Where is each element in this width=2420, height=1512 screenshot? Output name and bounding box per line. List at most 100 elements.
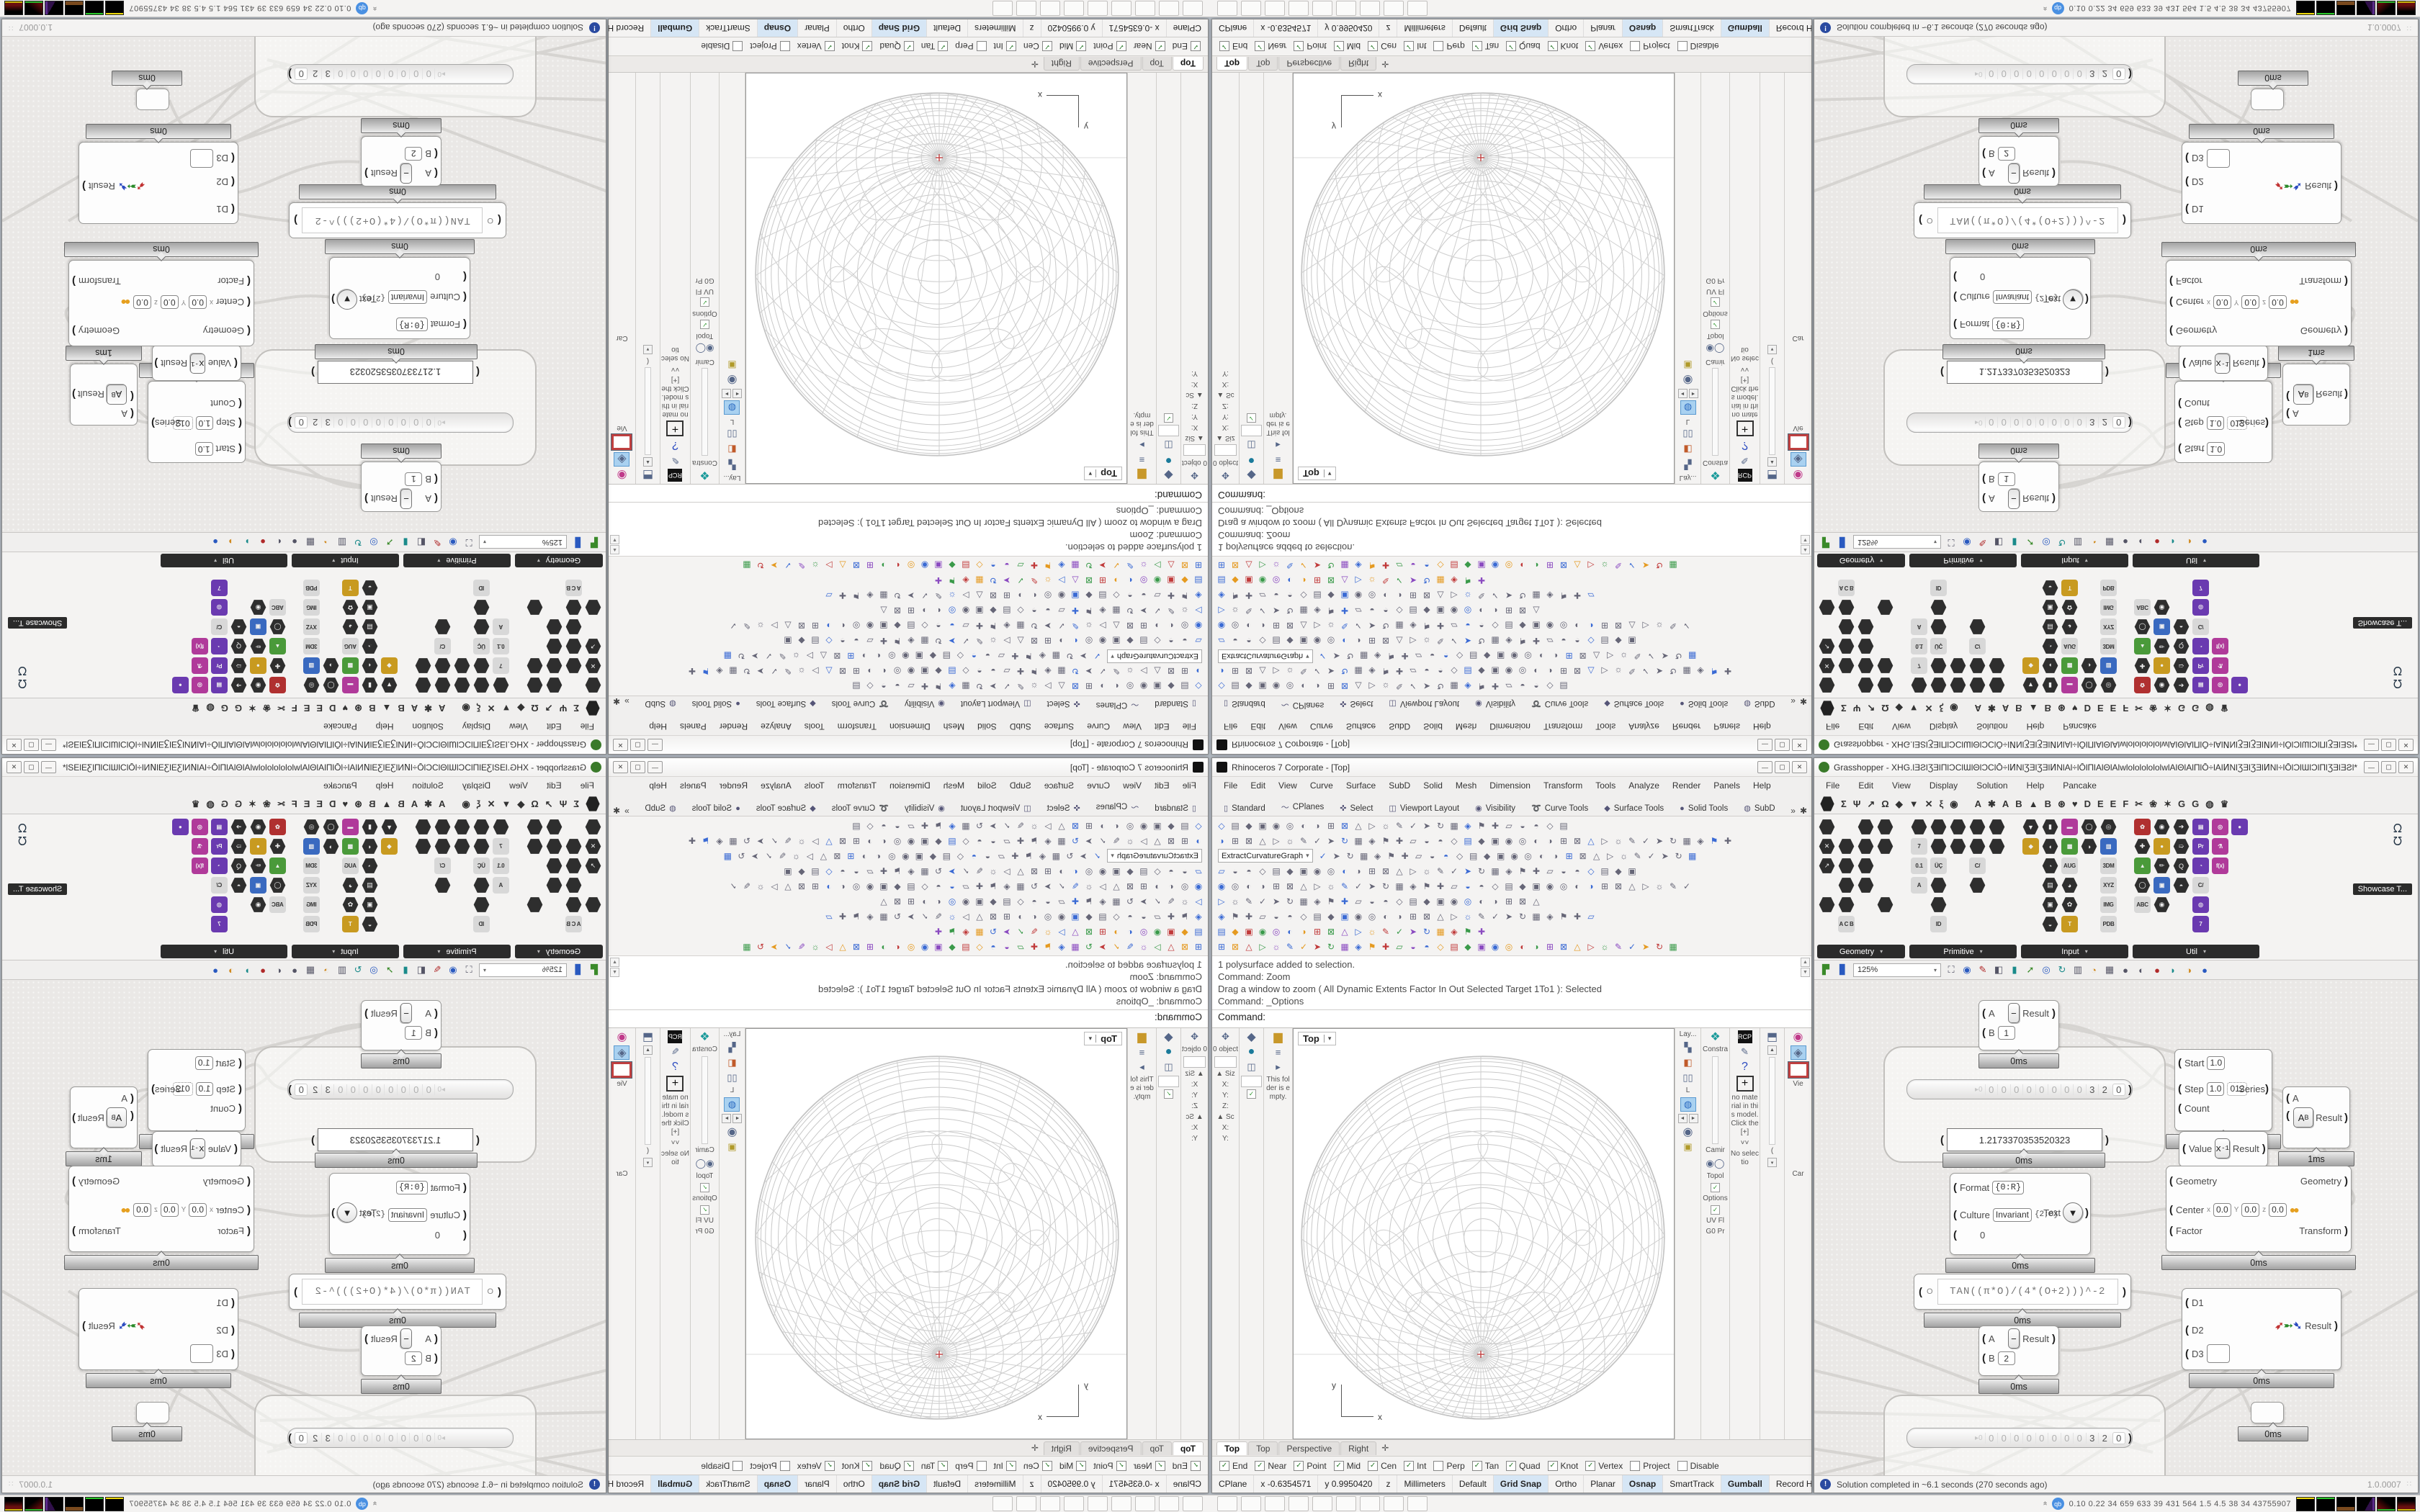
toolbar-icon[interactable]: ◐ <box>881 835 887 846</box>
toolbar-icon[interactable]: ▣ <box>1299 636 1308 647</box>
toolbar-icon[interactable]: ◓ <box>1574 636 1580 647</box>
toolbar-icon[interactable]: ☼ <box>1030 820 1039 831</box>
osnap-toggle[interactable]: ✓ End <box>1219 41 1247 52</box>
toolbar-icon[interactable]: ✓ <box>1313 666 1322 677</box>
command-history[interactable]: 1 polysurface added to selection. Command… <box>1212 502 1811 556</box>
toolbar-icon[interactable]: ◆ <box>1478 835 1485 846</box>
toolbar-icon[interactable]: ▱ <box>1218 636 1225 647</box>
toolbar-icon[interactable]: ▤ <box>1231 820 1240 831</box>
toolbar-icon[interactable]: ↻ <box>1066 850 1074 861</box>
canvas-toolbar-icon[interactable]: ▥ <box>337 964 347 975</box>
display-checkbox[interactable]: ✓ <box>1247 1089 1256 1099</box>
toolbar-icon[interactable]: ◑ <box>1397 590 1402 601</box>
toolbar-icon[interactable]: ◎ <box>1464 896 1472 906</box>
rhino-menu-item[interactable]: Dimension <box>889 721 931 732</box>
panel-filebrowser[interactable]: ▆ ≡ ▸ This folder is empty. <box>1127 73 1156 484</box>
viewport-tab[interactable]: Perspective <box>1278 1441 1340 1455</box>
toolbar-icon[interactable]: ◒ <box>1465 621 1471 631</box>
toolbar-icon[interactable]: ➤ <box>1422 681 1431 692</box>
toolbar-icon[interactable]: ✓ <box>1682 881 1691 891</box>
toolbar-icon[interactable]: ▣ <box>784 636 792 647</box>
toolbar-icon[interactable]: ✓ <box>1299 560 1308 571</box>
rhino-menu-item[interactable]: Render <box>1672 721 1701 732</box>
toolbar-icon[interactable]: ◐ <box>1031 590 1037 601</box>
toolbar-icon[interactable]: ✎ <box>1477 911 1486 922</box>
toolbar-icon[interactable]: ◈ <box>1314 606 1321 616</box>
toolbar-icon[interactable]: ⊠ <box>1286 881 1294 891</box>
gh-component-icon[interactable]: ▩ <box>2061 657 2078 674</box>
viewport-tab[interactable]: Right <box>1340 57 1377 71</box>
panel-layers[interactable]: Lay... ▚ ◧ ▯▯ L ◍ ◄ ► ◉ ▣ <box>720 73 745 484</box>
toolbar-icon[interactable]: ☼ <box>1422 865 1431 876</box>
gh-category-tab[interactable]: Ω <box>531 798 539 809</box>
toolbar-icon[interactable]: ✓ <box>1057 621 1066 631</box>
toolbar-icon[interactable]: ◆ <box>1484 850 1491 861</box>
close-button[interactable]: ✕ <box>1792 761 1807 773</box>
toolbar-icon[interactable]: ✓ <box>1628 941 1636 952</box>
toolbar-icon[interactable]: ✎ <box>1381 575 1390 586</box>
toolbar-icon[interactable]: △ <box>1437 590 1444 601</box>
gh-component-icon[interactable]: ◔ <box>362 638 378 654</box>
toolbar-icon[interactable]: ◐ <box>840 881 846 891</box>
toolbar-icon[interactable]: ◉ <box>902 651 910 662</box>
gh-component-icon[interactable] <box>585 819 601 835</box>
toolbar-icon[interactable]: ◒ <box>985 850 990 861</box>
toolbar-icon[interactable]: ✚ <box>879 636 888 647</box>
gh-component-icon[interactable]: ◓ <box>230 618 247 635</box>
toolbar-icon[interactable]: ✎ <box>1340 881 1349 891</box>
add-material-icon[interactable]: + <box>666 420 684 436</box>
toolbar-icon[interactable]: ◆ <box>1245 820 1252 831</box>
toolbar-icon[interactable]: ◐ <box>936 896 941 906</box>
toolbar-icon[interactable]: ▣ <box>975 896 984 906</box>
toolbar-icon[interactable]: ✎ <box>784 835 792 846</box>
toolbar-icon[interactable]: ◈ <box>1195 590 1202 601</box>
toolbar-icon[interactable]: ◒ <box>1561 636 1567 647</box>
rhino-toolbar-tab[interactable]: ◫ Viewport Layout <box>1389 699 1460 708</box>
toolbar-icon[interactable]: ☼ <box>1126 666 1134 677</box>
gh-component-icon[interactable]: ID <box>1930 580 1947 596</box>
gh-component-icon[interactable]: ◓ <box>2173 878 2190 893</box>
toolbar-icon[interactable]: △ <box>1072 575 1079 586</box>
node-expression-inverse[interactable]: (Value x -1 Result) <box>152 1131 241 1167</box>
gh-component-icon[interactable] <box>473 819 490 835</box>
layer-scroll-arrows[interactable]: ◄ ► <box>1677 389 1698 398</box>
resize-grip[interactable]: ∷ <box>2406 1480 2412 1488</box>
toolbar-icon[interactable]: ◐ <box>875 651 881 662</box>
toolbar-icon[interactable]: ▣ <box>1532 621 1541 631</box>
gh-component-icon[interactable] <box>454 657 470 674</box>
toolbar-icon[interactable]: ◉ <box>1505 835 1513 846</box>
osnap-toggle[interactable]: ✓ Point <box>1093 1460 1126 1471</box>
osnap-toggle[interactable]: ✓Perp <box>1433 41 1465 52</box>
toolbar-icon[interactable]: ◐ <box>1479 896 1484 906</box>
gh-plugin-tab[interactable]: ✶ <box>248 703 256 714</box>
gh-menu-item[interactable]: File <box>580 721 594 732</box>
toolbar-icon[interactable]: ◐ <box>936 606 941 616</box>
gh-plugin-tab[interactable]: G <box>2177 798 2186 809</box>
gh-component-icon[interactable]: ↗ <box>585 858 601 874</box>
gh-component-icon[interactable]: ▲ <box>269 638 286 654</box>
close-button[interactable]: ✕ <box>613 761 628 773</box>
toolbar-icon[interactable]: ➤ <box>1313 941 1322 952</box>
minimize-button[interactable]: — <box>41 739 56 751</box>
osnap-toggle[interactable]: ✓Perp <box>1433 1460 1465 1471</box>
toolbar-icon[interactable]: ◉ <box>1354 911 1363 922</box>
canvas-toolbar-icon[interactable]: ◑ <box>228 536 234 548</box>
toolbar-icon[interactable]: △ <box>1437 911 1444 922</box>
gh-component-icon[interactable]: 7 <box>493 657 509 674</box>
toolbar-icon[interactable]: ▷ <box>1058 926 1065 937</box>
toolbar-icon[interactable]: ⊞ <box>811 621 820 631</box>
status-cell[interactable]: Gumball <box>1721 19 1770 37</box>
rhino-toolbar-tab[interactable]: ▯ Standard <box>1224 699 1265 708</box>
toolbar-icon[interactable]: ✎ <box>975 636 984 647</box>
toolbar-icon[interactable]: ✓ <box>1409 820 1417 831</box>
toolbar-icon[interactable]: ◆ <box>1615 865 1622 876</box>
gh-component-icon[interactable] <box>434 819 451 835</box>
osnap-toggle[interactable]: ✓ Mid <box>1059 41 1087 52</box>
toolbar-icon[interactable]: ▷ <box>1044 681 1052 692</box>
gh-component-icon[interactable]: ▲ <box>269 858 286 874</box>
toolbar-icon[interactable]: ▦ <box>723 850 732 861</box>
toolbar-icon[interactable]: ⊞ <box>1565 850 1573 861</box>
toolbar-icon[interactable]: ↻ <box>893 590 902 601</box>
gh-component-icon[interactable]: ◯ <box>2081 819 2097 834</box>
toolbar-icon[interactable]: ▷ <box>1607 850 1614 861</box>
